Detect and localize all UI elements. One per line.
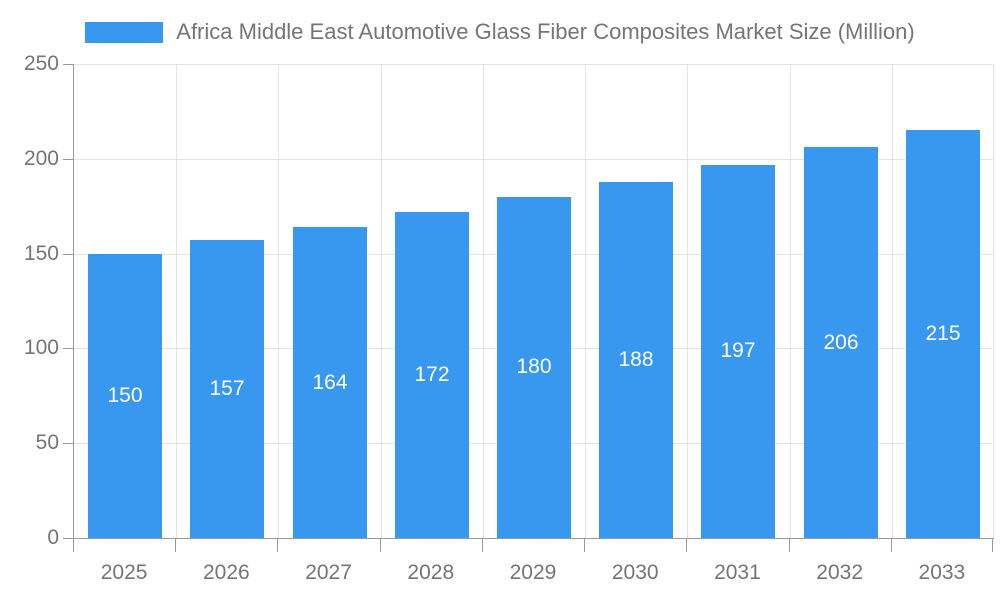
bar[interactable]: 197 [701,164,775,538]
h-gridline [74,64,994,65]
y-axis-tick-label: 250 [23,52,59,75]
y-axis-tick [63,443,73,445]
y-axis-tick [63,158,73,160]
bar[interactable]: 188 [599,181,673,538]
x-axis-tick-label: 2031 [714,561,761,584]
x-axis-tick [891,539,892,552]
x-axis-tick-label: 2032 [816,561,864,584]
bar-value-label: 188 [618,347,654,371]
x-axis-tick [277,539,278,552]
bar[interactable]: 164 [293,227,367,538]
v-gridline [278,64,279,538]
y-axis-tick-label: 0 [47,526,59,549]
bar-value-label: 157 [209,377,245,401]
x-axis-tick [482,539,483,552]
v-gridline [790,64,791,538]
v-gridline [993,64,994,538]
v-gridline [483,64,484,538]
bar-value-label: 172 [414,362,450,386]
legend-label: Africa Middle East Automotive Glass Fibe… [176,19,915,44]
bar-value-label: 180 [516,355,552,379]
x-axis-tick-label: 2030 [611,561,659,584]
x-axis-tick [789,539,790,552]
v-gridline [585,64,586,538]
bar[interactable]: 215 [906,130,980,538]
bar-value-label: 164 [312,370,348,394]
bar[interactable]: 180 [497,196,571,538]
bar-value-label: 150 [107,383,143,407]
y-axis-tick-label: 50 [35,431,59,455]
x-axis-tick [175,539,176,552]
bar[interactable]: 157 [190,240,264,538]
x-axis-tick-label: 2026 [202,561,250,584]
v-gridline [892,64,893,538]
x-axis-tick-label: 2028 [407,561,455,584]
y-axis: 0 50 100 150 200 250 [0,52,73,549]
v-gridline [687,64,688,538]
h-gridline [74,158,994,160]
bar[interactable]: 206 [804,147,878,538]
y-axis-tick-label: 200 [23,146,59,170]
y-axis-tick-label: 100 [23,336,59,360]
x-axis-tick-label: 2025 [100,561,148,584]
bar-value-label: 197 [720,339,756,363]
y-axis-tick [63,348,73,350]
x-axis-tick-label: 2029 [509,561,557,584]
x-axis-tick [584,539,585,552]
plot-area: 150 157 164 172 180 188 197 206 215 [73,64,994,539]
legend[interactable]: Africa Middle East Automotive Glass Fibe… [0,19,1000,45]
bar-value-label: 215 [925,322,961,346]
bar[interactable]: 172 [395,211,469,538]
v-gridline [381,64,382,538]
y-axis-tick [63,64,73,65]
legend-swatch-icon [85,21,164,43]
bar-value-label: 206 [823,330,859,354]
y-axis-tick [63,538,73,539]
x-axis-tick-label: 2033 [918,561,966,584]
x-axis-tick [380,539,381,552]
x-axis-tick-label: 2027 [305,561,352,584]
x-axis-tick [73,539,74,552]
x-axis-tick [992,539,993,552]
y-axis-tick [63,253,73,255]
v-gridline [176,64,177,538]
x-axis-tick [686,539,687,552]
x-axis: 2025 2026 2027 2028 2029 2030 2031 2032 2033 [73,539,993,599]
bar[interactable]: 150 [88,253,162,538]
y-axis-tick-label: 150 [23,241,59,265]
